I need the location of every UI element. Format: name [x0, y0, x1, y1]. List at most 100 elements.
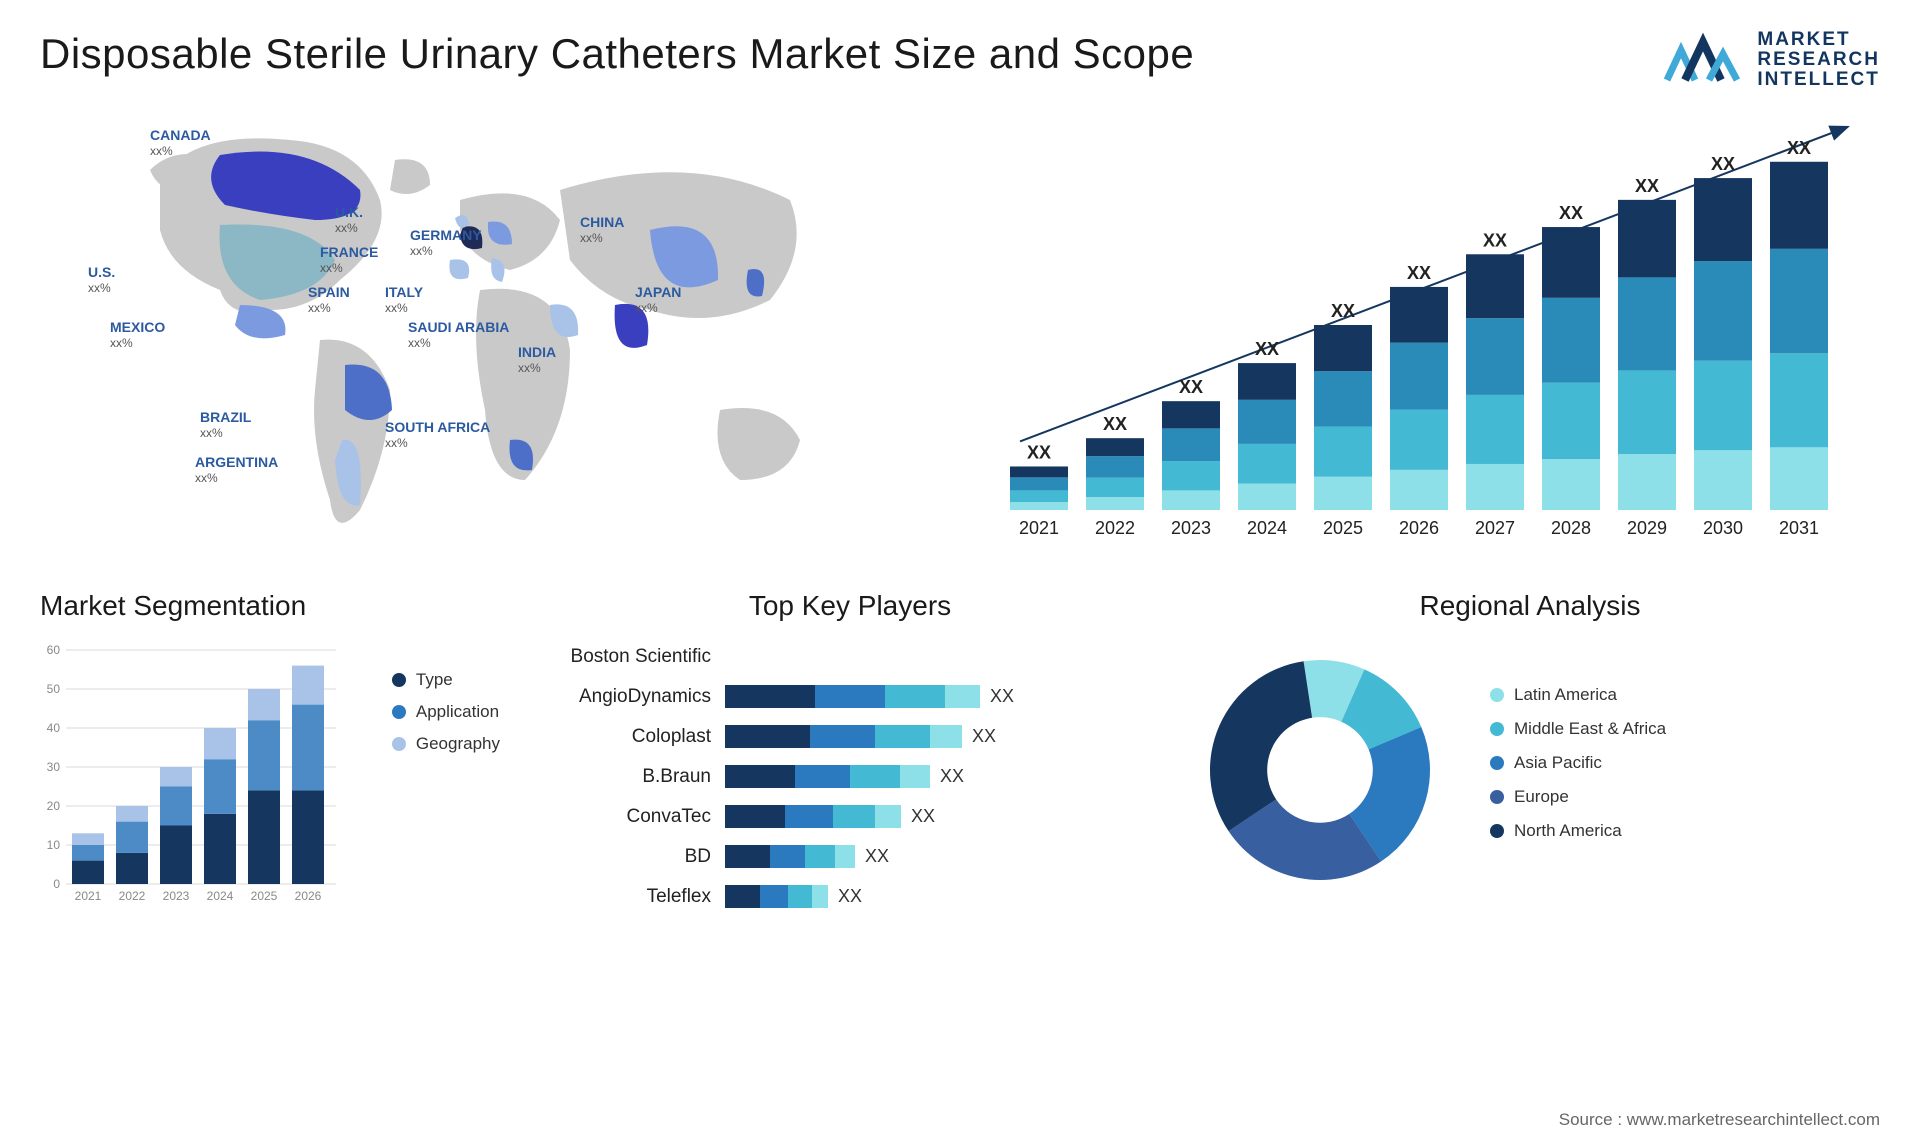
player-name: Coloplast [550, 726, 725, 748]
svg-text:XX: XX [1331, 301, 1355, 321]
svg-text:XX: XX [1787, 138, 1811, 158]
player-row: BD XX [550, 840, 1150, 874]
regional-legend: Latin America Middle East & Africa Asia Pa… [1490, 685, 1666, 855]
logo-text-line3: INTELLECT [1757, 70, 1880, 90]
brand-logo: MARKET RESEARCH INTELLECT [1663, 30, 1880, 90]
map-label-u-k-: U.K.xx% [335, 205, 363, 236]
player-row: AngioDynamics XX [550, 680, 1150, 714]
svg-text:XX: XX [1711, 154, 1735, 174]
svg-text:0: 0 [53, 877, 60, 891]
player-value: XX [990, 686, 1014, 707]
seg-legend-item: Type [392, 670, 500, 690]
key-players-title: Top Key Players [550, 590, 1150, 622]
svg-text:2021: 2021 [1019, 518, 1059, 538]
svg-text:2026: 2026 [295, 889, 322, 903]
map-label-china: CHINAxx% [580, 215, 624, 246]
player-bar [725, 725, 962, 748]
player-bar [725, 885, 828, 908]
logo-text-line1: MARKET [1757, 30, 1880, 50]
player-row: Teleflex XX [550, 880, 1150, 914]
player-row: Coloplast XX [550, 720, 1150, 754]
player-bar [725, 765, 930, 788]
svg-text:2029: 2029 [1627, 518, 1667, 538]
svg-text:30: 30 [47, 760, 61, 774]
map-label-france: FRANCExx% [320, 245, 378, 276]
player-value: XX [940, 766, 964, 787]
player-value: XX [911, 806, 935, 827]
player-value: XX [972, 726, 996, 747]
player-bar [725, 805, 901, 828]
player-value: XX [865, 846, 889, 867]
map-label-brazil: BRAZILxx% [200, 410, 251, 441]
svg-text:40: 40 [47, 721, 61, 735]
svg-text:XX: XX [1483, 230, 1507, 250]
player-row: Boston Scientific [550, 640, 1150, 674]
svg-text:2022: 2022 [1095, 518, 1135, 538]
svg-text:2030: 2030 [1703, 518, 1743, 538]
map-label-germany: GERMANYxx% [410, 228, 482, 259]
seg-legend-item: Geography [392, 734, 500, 754]
map-label-italy: ITALYxx% [385, 285, 423, 316]
map-label-spain: SPAINxx% [308, 285, 350, 316]
regional-title: Regional Analysis [1180, 590, 1880, 622]
map-label-south-africa: SOUTH AFRICAxx% [385, 420, 490, 451]
map-label-japan: JAPANxx% [635, 285, 681, 316]
regional-panel: Regional Analysis Latin America Middle Ea… [1180, 590, 1880, 930]
player-value: XX [838, 886, 862, 907]
map-label-india: INDIAxx% [518, 345, 556, 376]
key-players-list: Boston ScientificAngioDynamicsXXColoplas… [550, 640, 1150, 914]
svg-text:2024: 2024 [1247, 518, 1287, 538]
svg-text:2024: 2024 [207, 889, 234, 903]
donut-legend-item: Asia Pacific [1490, 753, 1666, 773]
map-label-mexico: MEXICOxx% [110, 320, 165, 351]
map-label-u-s-: U.S.xx% [88, 265, 115, 296]
donut-legend-item: North America [1490, 821, 1666, 841]
market-size-chart: XX2021XX2022XX2023XX2024XX2025XX2026XX20… [980, 110, 1880, 550]
svg-text:10: 10 [47, 838, 61, 852]
segmentation-panel: Market Segmentation 0 10 20 30 40 50 60 2021 202… [40, 590, 520, 930]
svg-text:XX: XX [1635, 176, 1659, 196]
donut-legend-item: Middle East & Africa [1490, 719, 1666, 739]
segmentation-chart: 0 10 20 30 40 50 60 2021 2022 2023 2024 2025 2026 [40, 640, 340, 910]
page-title: Disposable Sterile Urinary Catheters Mar… [40, 30, 1194, 78]
svg-text:20: 20 [47, 799, 61, 813]
player-name: AngioDynamics [550, 686, 725, 708]
regional-donut-chart [1180, 640, 1460, 900]
donut-legend-item: Latin America [1490, 685, 1666, 705]
svg-text:2025: 2025 [251, 889, 278, 903]
map-label-argentina: ARGENTINAxx% [195, 455, 278, 486]
svg-text:XX: XX [1255, 339, 1279, 359]
player-name: BD [550, 846, 725, 868]
player-name: ConvaTec [550, 806, 725, 828]
player-bar [725, 845, 855, 868]
seg-legend-item: Application [392, 702, 500, 722]
svg-text:2023: 2023 [1171, 518, 1211, 538]
svg-text:2027: 2027 [1475, 518, 1515, 538]
svg-text:XX: XX [1027, 442, 1051, 462]
player-name: B.Braun [550, 766, 725, 788]
key-players-panel: Top Key Players Boston Scientific AngioDy… [550, 590, 1150, 930]
svg-text:XX: XX [1407, 263, 1431, 283]
map-label-saudi-arabia: SAUDI ARABIAxx% [408, 320, 509, 351]
svg-text:2021: 2021 [75, 889, 102, 903]
player-bar [725, 685, 980, 708]
segmentation-legend: Type Application Geography [392, 670, 500, 766]
player-row: B.Braun XX [550, 760, 1150, 794]
source-attribution: Source : www.marketresearchintellect.com [1559, 1110, 1880, 1130]
svg-text:2031: 2031 [1779, 518, 1819, 538]
logo-text-line2: RESEARCH [1757, 50, 1880, 70]
svg-text:50: 50 [47, 682, 61, 696]
svg-text:XX: XX [1559, 203, 1583, 223]
donut-legend-item: Europe [1490, 787, 1666, 807]
svg-text:XX: XX [1103, 414, 1127, 434]
player-name: Boston Scientific [550, 646, 725, 668]
player-name: Teleflex [550, 886, 725, 908]
map-label-canada: CANADAxx% [150, 128, 211, 159]
svg-text:2023: 2023 [163, 889, 190, 903]
svg-text:60: 60 [47, 643, 61, 657]
logo-mark-icon [1663, 32, 1745, 88]
svg-text:2022: 2022 [119, 889, 146, 903]
segmentation-title: Market Segmentation [40, 590, 520, 622]
svg-text:XX: XX [1179, 377, 1203, 397]
player-row: ConvaTec XX [550, 800, 1150, 834]
